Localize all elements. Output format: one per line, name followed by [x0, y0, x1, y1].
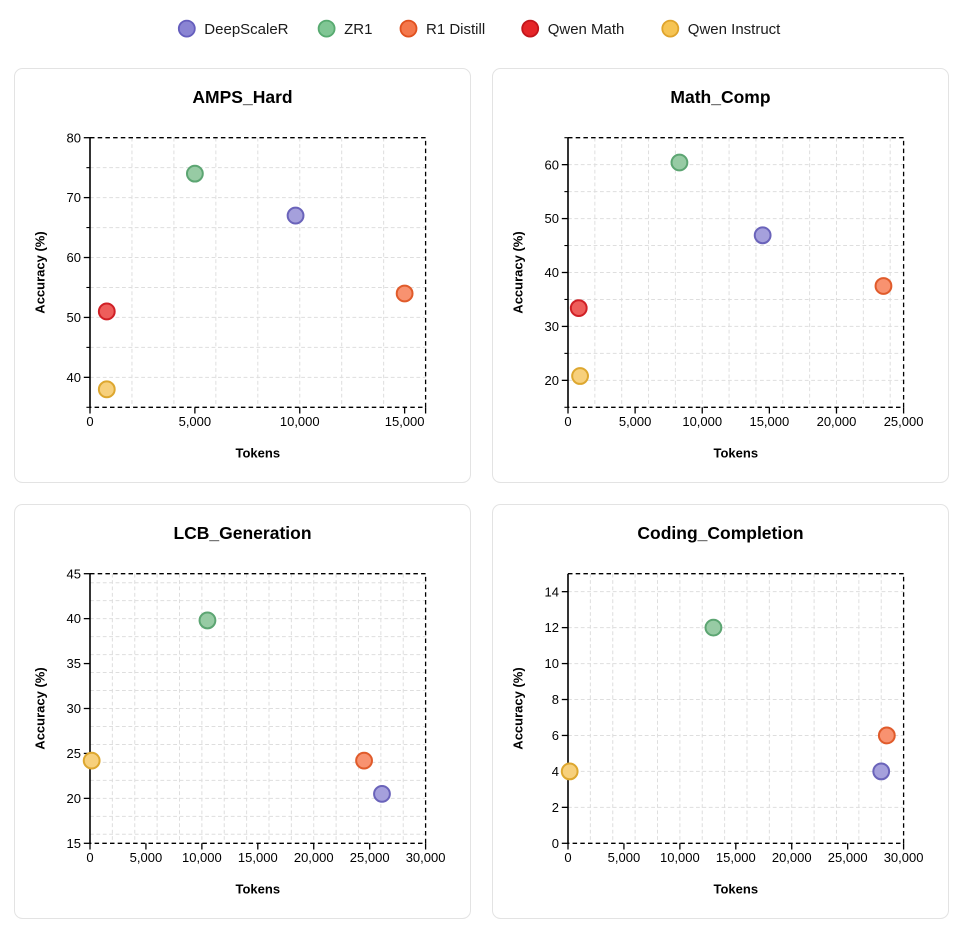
svg-text:40: 40 — [545, 265, 559, 280]
svg-text:0: 0 — [86, 850, 93, 865]
svg-text:25: 25 — [67, 746, 81, 761]
svg-text:60: 60 — [67, 250, 81, 265]
svg-text:10,000: 10,000 — [682, 414, 722, 429]
svg-text:14: 14 — [545, 584, 559, 599]
svg-text:35: 35 — [67, 656, 81, 671]
svg-text:R1 Distill: R1 Distill — [426, 21, 485, 38]
svg-text:25,000: 25,000 — [350, 850, 390, 865]
svg-text:45: 45 — [67, 566, 81, 581]
svg-text:25,000: 25,000 — [884, 414, 924, 429]
svg-text:30: 30 — [545, 319, 559, 334]
svg-text:15,000: 15,000 — [238, 850, 278, 865]
svg-text:30,000: 30,000 — [884, 850, 924, 865]
svg-text:30: 30 — [67, 701, 81, 716]
svg-text:40: 40 — [67, 611, 81, 626]
svg-text:30,000: 30,000 — [406, 850, 446, 865]
svg-text:Tokens: Tokens — [236, 446, 281, 461]
svg-text:0: 0 — [552, 836, 559, 851]
svg-text:20: 20 — [67, 791, 81, 806]
svg-text:Qwen Instruct: Qwen Instruct — [688, 21, 781, 38]
svg-text:Math_Comp: Math_Comp — [670, 87, 770, 107]
svg-text:0: 0 — [564, 850, 571, 865]
svg-text:5,000: 5,000 — [608, 850, 641, 865]
svg-text:DeepScaleR: DeepScaleR — [204, 21, 288, 38]
svg-text:Coding_Completion: Coding_Completion — [637, 523, 803, 543]
svg-text:Accuracy (%): Accuracy (%) — [33, 667, 48, 749]
svg-text:Accuracy (%): Accuracy (%) — [511, 667, 526, 749]
svg-text:5,000: 5,000 — [130, 850, 163, 865]
svg-text:50: 50 — [67, 310, 81, 325]
svg-text:20,000: 20,000 — [772, 850, 812, 865]
svg-text:ZR1: ZR1 — [344, 21, 372, 38]
svg-text:15,000: 15,000 — [716, 850, 756, 865]
svg-text:LCB_Generation: LCB_Generation — [173, 523, 311, 543]
svg-text:40: 40 — [67, 370, 81, 385]
svg-text:60: 60 — [545, 157, 559, 172]
svg-text:5,000: 5,000 — [179, 414, 212, 429]
svg-text:10,000: 10,000 — [182, 850, 222, 865]
svg-text:20,000: 20,000 — [817, 414, 857, 429]
svg-text:4: 4 — [552, 764, 559, 779]
svg-text:0: 0 — [86, 414, 93, 429]
svg-text:5,000: 5,000 — [619, 414, 652, 429]
svg-text:15,000: 15,000 — [749, 414, 789, 429]
svg-text:10,000: 10,000 — [660, 850, 700, 865]
svg-text:Accuracy (%): Accuracy (%) — [511, 231, 526, 313]
svg-text:12: 12 — [545, 620, 559, 635]
svg-text:2: 2 — [552, 800, 559, 815]
svg-text:15,000: 15,000 — [385, 414, 425, 429]
svg-text:50: 50 — [545, 211, 559, 226]
svg-text:Tokens: Tokens — [236, 882, 281, 897]
svg-text:Qwen Math: Qwen Math — [548, 21, 625, 38]
svg-text:10,000: 10,000 — [280, 414, 320, 429]
svg-text:Tokens: Tokens — [714, 882, 759, 897]
svg-text:20,000: 20,000 — [294, 850, 334, 865]
svg-text:20: 20 — [545, 373, 559, 388]
svg-text:10: 10 — [545, 656, 559, 671]
svg-text:Tokens: Tokens — [714, 446, 759, 461]
svg-text:15: 15 — [67, 836, 81, 851]
svg-text:70: 70 — [67, 190, 81, 205]
svg-text:AMPS_Hard: AMPS_Hard — [192, 87, 292, 107]
svg-text:8: 8 — [552, 692, 559, 707]
svg-text:Accuracy (%): Accuracy (%) — [33, 231, 48, 313]
svg-text:6: 6 — [552, 728, 559, 743]
svg-text:0: 0 — [564, 414, 571, 429]
svg-text:80: 80 — [67, 130, 81, 145]
svg-text:25,000: 25,000 — [828, 850, 868, 865]
